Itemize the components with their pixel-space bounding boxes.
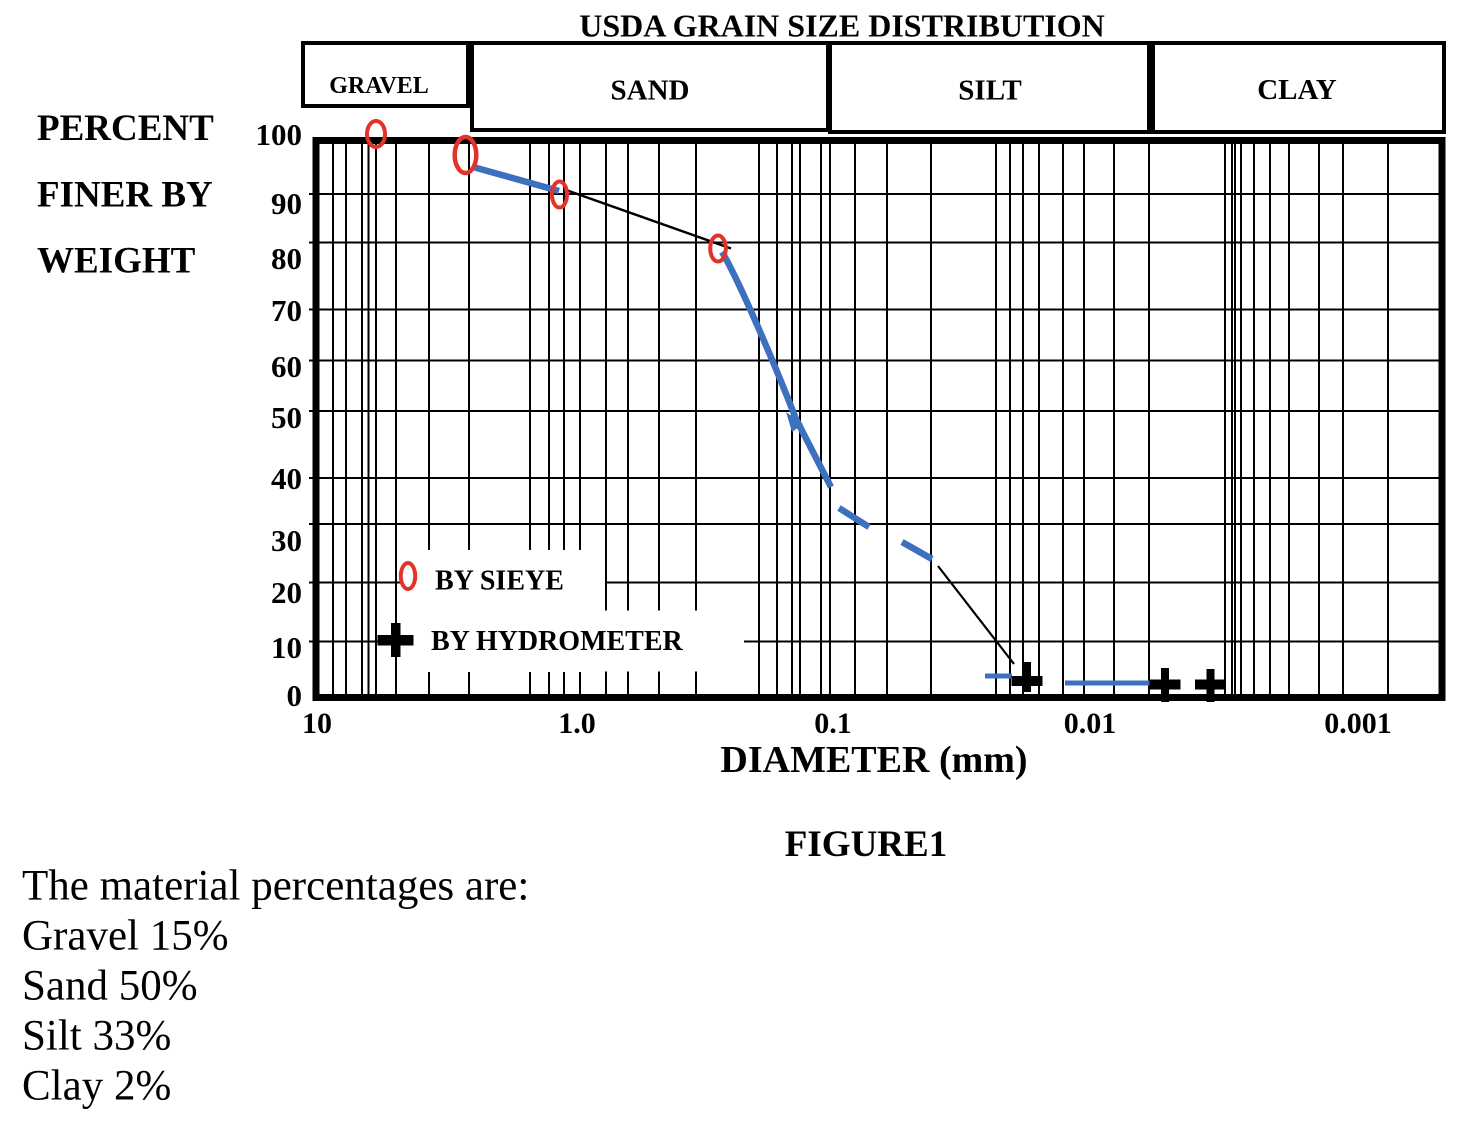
svg-text:Sand 50%: Sand 50%: [22, 963, 198, 1010]
svg-text:USDA GRAIN SIZE DISTRIBUTION: USDA GRAIN SIZE DISTRIBUTION: [579, 8, 1104, 44]
svg-text:Silt 33%: Silt 33%: [22, 1013, 171, 1060]
svg-text:50: 50: [271, 400, 302, 435]
svg-text:1.0: 1.0: [558, 707, 596, 740]
svg-text:BY SIEYE: BY SIEYE: [435, 566, 564, 597]
svg-text:0.01: 0.01: [1064, 707, 1117, 740]
svg-text:30: 30: [271, 523, 302, 558]
svg-text:100: 100: [256, 117, 303, 152]
svg-text:10: 10: [302, 707, 332, 740]
svg-text:SILT: SILT: [958, 75, 1021, 107]
svg-text:Gravel 15%: Gravel 15%: [22, 913, 229, 960]
svg-text:The material percentages are:: The material percentages are:: [22, 863, 529, 910]
svg-text:0: 0: [287, 678, 303, 713]
svg-text:10: 10: [271, 630, 302, 665]
svg-text:0.001: 0.001: [1324, 707, 1392, 740]
svg-text:BY HYDROMETER: BY HYDROMETER: [431, 626, 684, 657]
svg-text:DIAMETER (mm): DIAMETER (mm): [720, 739, 1027, 781]
svg-text:0.1: 0.1: [814, 707, 852, 740]
svg-text:SAND: SAND: [611, 75, 690, 107]
svg-text:WEIGHT: WEIGHT: [37, 241, 196, 282]
svg-text:60: 60: [271, 349, 302, 384]
svg-text:20: 20: [271, 575, 302, 610]
svg-text:PERCENT: PERCENT: [37, 108, 214, 149]
svg-text:GRAVEL: GRAVEL: [329, 73, 429, 99]
svg-text:CLAY: CLAY: [1257, 74, 1337, 106]
svg-text:FINER BY: FINER BY: [37, 175, 213, 216]
svg-text:40: 40: [271, 461, 302, 496]
svg-text:FIGURE1: FIGURE1: [785, 824, 947, 865]
svg-text:80: 80: [271, 241, 302, 276]
svg-text:90: 90: [271, 186, 302, 221]
svg-text:Clay 2%: Clay 2%: [22, 1063, 171, 1110]
svg-text:70: 70: [271, 293, 302, 328]
